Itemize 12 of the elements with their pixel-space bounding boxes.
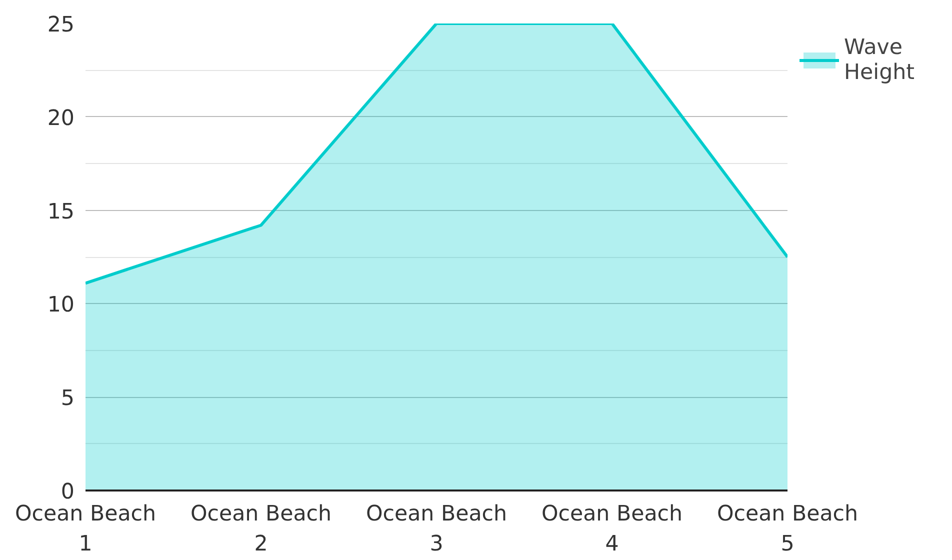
x-tick-label: Ocean Beach 3 <box>366 502 508 556</box>
legend-label: Wave Height <box>844 35 915 85</box>
y-tick-label: 15 <box>47 199 74 224</box>
y-tick-label: 20 <box>47 106 74 131</box>
x-tick-label: Ocean Beach 2 <box>190 502 332 556</box>
y-tick-label: 10 <box>47 292 74 318</box>
y-tick-label: 25 <box>47 12 74 38</box>
x-tick-label: Ocean Beach 1 <box>14 502 156 556</box>
y-tick-label: 0 <box>60 480 75 504</box>
y-tick-label: 5 <box>60 386 75 412</box>
x-tick-label: Ocean Beach 5 <box>716 502 858 556</box>
x-tick-label: Ocean Beach 4 <box>541 502 683 556</box>
